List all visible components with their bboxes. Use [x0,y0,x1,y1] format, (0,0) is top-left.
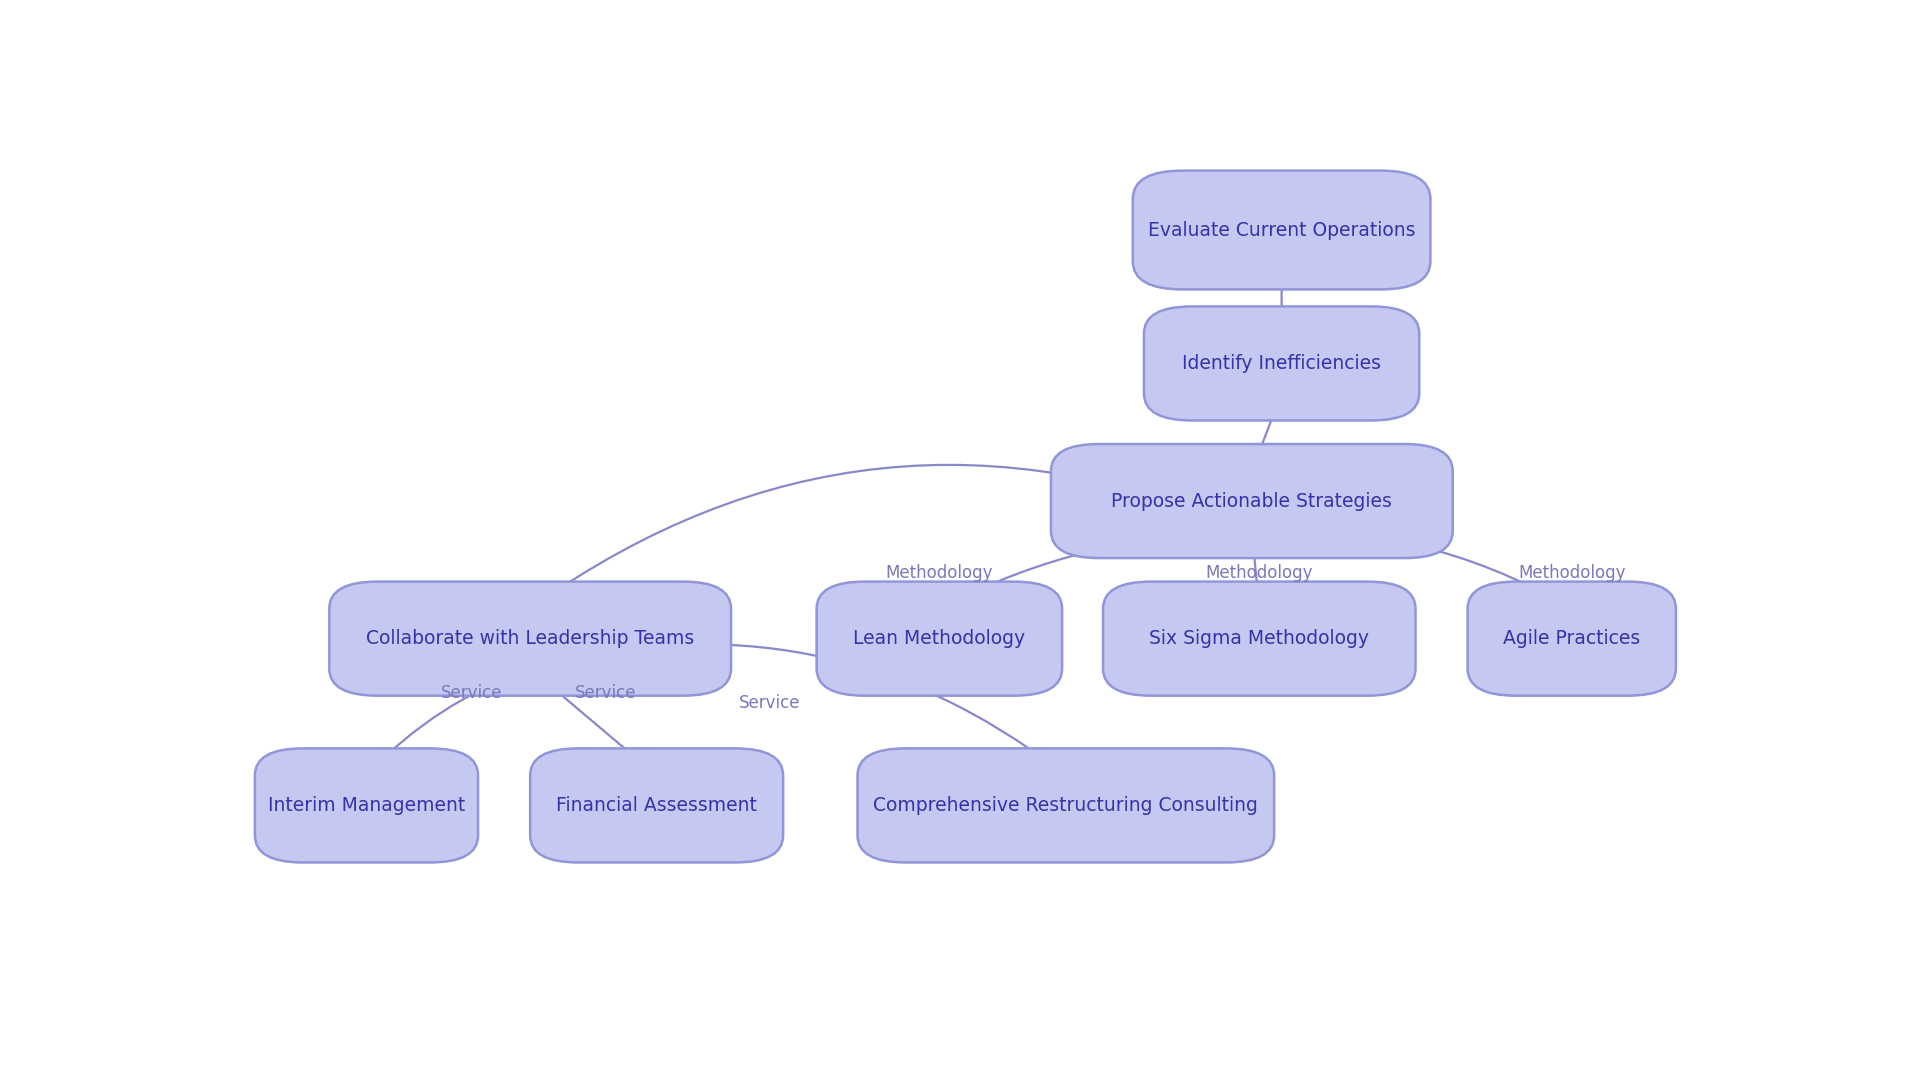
Text: Interim Management: Interim Management [269,796,465,814]
FancyArrowPatch shape [534,465,1250,605]
Text: Service: Service [739,694,801,712]
FancyArrowPatch shape [371,669,528,771]
Text: Service: Service [442,683,503,702]
Text: Propose Actionable Strategies: Propose Actionable Strategies [1112,492,1392,510]
FancyArrowPatch shape [945,531,1250,606]
FancyArrowPatch shape [1252,396,1281,466]
FancyBboxPatch shape [816,582,1062,695]
FancyBboxPatch shape [1133,171,1430,289]
Text: Identify Inefficiencies: Identify Inefficiencies [1183,354,1380,373]
Text: Agile Practices: Agile Practices [1503,629,1640,648]
FancyArrowPatch shape [1254,531,1567,606]
Text: Comprehensive Restructuring Consulting: Comprehensive Restructuring Consulting [874,796,1258,814]
Text: Methodology: Methodology [885,564,993,582]
Text: Evaluate Current Operations: Evaluate Current Operations [1148,221,1415,239]
FancyBboxPatch shape [1102,582,1415,695]
FancyArrowPatch shape [534,644,1062,772]
FancyBboxPatch shape [530,748,783,862]
Text: Collaborate with Leadership Teams: Collaborate with Leadership Teams [367,629,695,648]
Text: Lean Methodology: Lean Methodology [852,629,1025,648]
Text: Service: Service [574,683,636,702]
FancyArrowPatch shape [1277,264,1286,328]
FancyArrowPatch shape [1252,534,1261,603]
FancyBboxPatch shape [255,748,478,862]
FancyBboxPatch shape [1050,444,1453,558]
FancyBboxPatch shape [858,748,1275,862]
FancyBboxPatch shape [330,582,732,695]
Text: Methodology: Methodology [1519,564,1626,582]
Text: Financial Assessment: Financial Assessment [557,796,756,814]
FancyBboxPatch shape [1144,306,1419,420]
Text: Methodology: Methodology [1206,564,1313,582]
Text: Six Sigma Methodology: Six Sigma Methodology [1150,629,1369,648]
FancyBboxPatch shape [1467,582,1676,695]
FancyArrowPatch shape [532,670,653,772]
